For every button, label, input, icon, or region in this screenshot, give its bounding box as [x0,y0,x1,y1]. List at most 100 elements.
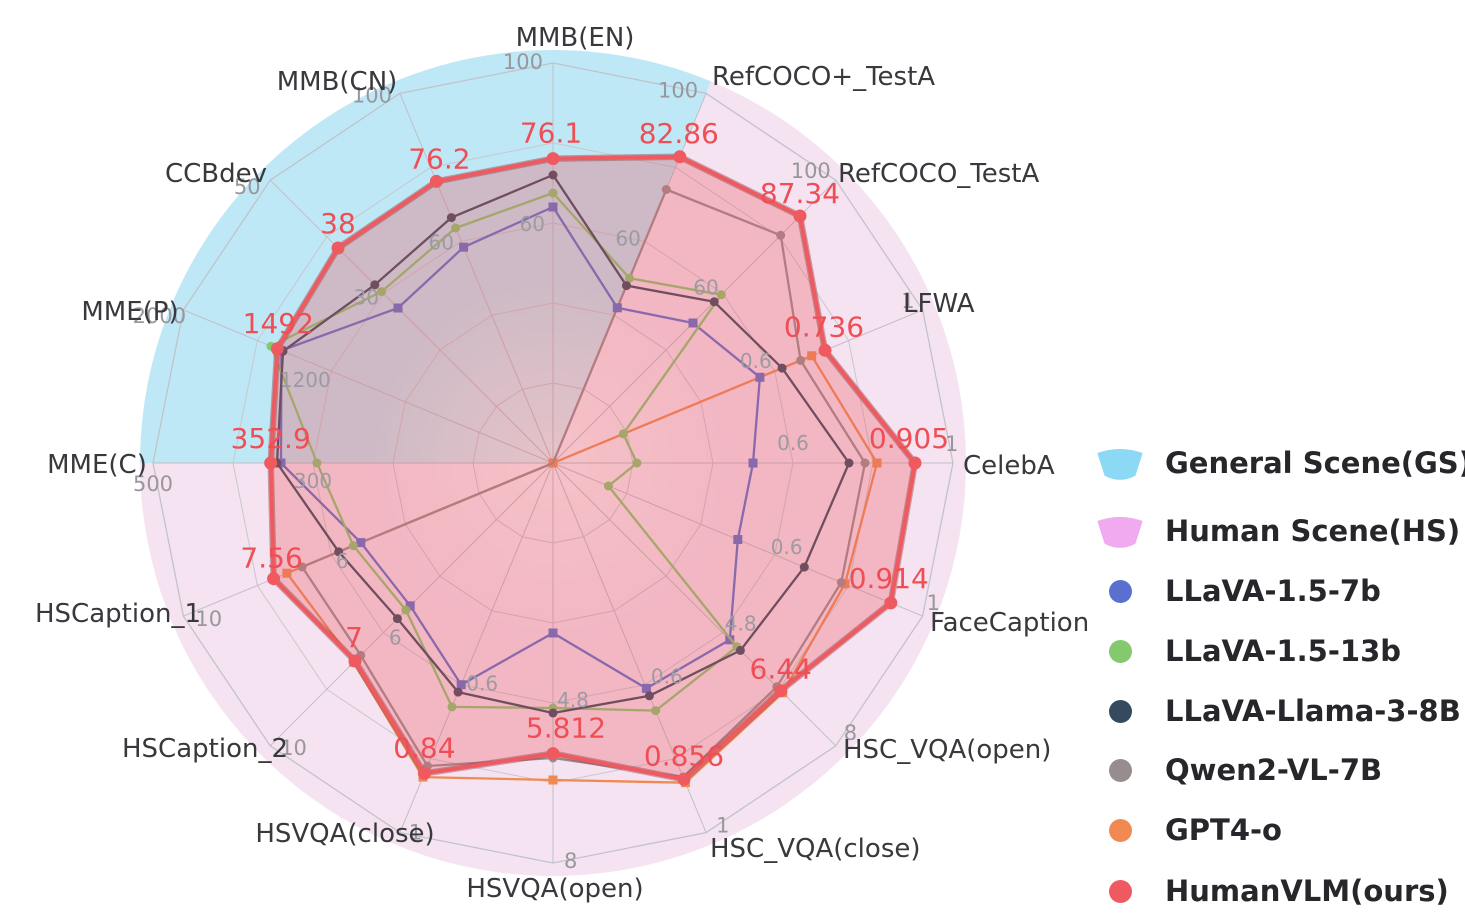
axis-name-RefCOCO+_TestA: RefCOCO+_TestA [712,62,935,92]
data-point [297,562,307,572]
data-point [456,680,466,690]
axis-name-LFWA: LFWA [903,289,975,319]
outer-tick-label: 500 [133,472,173,496]
value-label: 0.856 [644,739,724,772]
inner-tick-label: 300 [294,469,332,493]
data-point [748,458,758,468]
legend-item-human-scene[interactable]: Human Scene(HS) [1088,508,1460,554]
data-point [673,150,687,164]
axis-name-CCBdev: CCBdev [165,159,267,189]
outer-tick-label: 50 [234,175,261,199]
data-point [312,458,322,468]
legend-label: LLaVA-1.5-7b [1165,574,1381,608]
value-label: 5.812 [526,712,606,745]
data-point [661,185,671,194]
data-point [651,706,661,716]
outer-tick-label: 1 [409,821,422,845]
inner-tick-label: 30 [354,285,379,309]
series-HumanVLM(ours) [264,150,922,786]
axis-name-MME(C): MME(C) [47,450,147,480]
data-point [774,684,788,698]
data-point [644,691,654,701]
data-point [603,481,613,491]
data-point [348,541,358,551]
value-label: 87.34 [760,177,840,210]
humanvlm-value-labels: 76.1 82.86 87.34 0.736 0.905 0.914 6.44 0.856 5.… [231,117,949,773]
data-point [447,702,457,712]
legend-item-llava-1-5-13b[interactable]: LLaVA-1.5-13b [1088,628,1401,674]
series-dot-icon [1108,639,1132,663]
data-point [641,683,651,693]
data-point [755,372,765,382]
axis-name-MMB(EN): MMB(EN) [516,23,635,53]
axis-name-RefCOCO_TestA: RefCOCO_TestA [838,159,1039,189]
value-label: 0.736 [784,310,864,343]
legend-label: Qwen2-VL-7B [1165,753,1383,787]
inner-tick-label: 0.6 [740,349,772,373]
data-point [548,708,558,718]
outer-tick-label: 100 [352,83,392,107]
data-point [818,343,832,357]
outer-tick-label: 10 [280,736,307,760]
legend-item-humanvlm-ours[interactable]: HumanVLM(ours) [1088,868,1449,914]
axis-name-HSCaption_2: HSCaption_2 [122,734,288,764]
wedge-swatch-hs [1097,516,1143,548]
value-label: 7.56 [240,542,302,575]
inner-tick-label: 60 [615,226,640,250]
data-point [548,188,558,198]
value-label: 7 [345,621,363,654]
value-label: 352.9 [231,422,311,455]
data-point [405,601,415,611]
inner-tick-label: 6 [389,626,402,650]
axis-name-MMB(CN): MMB(CN) [277,67,398,97]
data-point [793,209,807,223]
data-point [348,654,362,668]
wedge-swatch-gs [1097,448,1143,480]
legend-label: GPT4-o [1165,813,1282,847]
outer-tick-label: 100 [658,78,698,102]
outer-tick-label: 2000 [133,304,186,328]
legend-label: General Scene(GS) [1165,446,1465,480]
data-point [401,605,411,615]
inner-tick-label: 60 [693,275,718,299]
inner-tick-label: 0.6 [771,535,803,559]
legend-item-qwen2-vl-7b[interactable]: Qwen2-VL-7B [1088,747,1382,793]
legend-item-llava-1-5-7b[interactable]: LLaVA-1.5-7b [1088,568,1381,614]
axis-name-CelebA: CelebA [963,451,1055,481]
data-point [548,628,558,638]
general-scene-wedge-icon [1088,441,1152,485]
data-point [844,458,854,468]
outer-tick-label: 10 [195,607,222,631]
value-label: 76.1 [520,117,582,150]
legend-item-llava-llama-3-8b[interactable]: LLaVA-Llama-3-8B [1088,688,1461,734]
value-label: 0.905 [869,422,949,455]
outer-tick-label: 1 [901,289,914,313]
inner-tick-label: 0.6 [651,665,683,689]
data-point [618,429,628,439]
outer-tick-label: 1 [716,814,729,838]
data-point [776,230,786,240]
data-point [688,318,698,328]
data-point [548,170,558,180]
outer-tick-label: 8 [564,849,577,873]
inner-tick-label: 0.6 [466,672,498,696]
series-dot-icon [1108,699,1132,723]
data-point [908,456,922,470]
legend-label: Human Scene(HS) [1165,514,1461,548]
value-label: 0.84 [393,731,455,764]
data-point [446,213,456,223]
data-point [612,303,622,313]
legend-label: HumanVLM(ours) [1165,874,1449,908]
inner-tick-label: 60 [520,212,545,236]
data-point [622,281,631,291]
axis-name-HSCaption_1: HSCaption_1 [35,599,201,629]
value-label: 82.86 [639,117,719,150]
outer-tick-label: 1 [945,432,958,456]
data-point [267,572,281,586]
legend-item-gpt4-o[interactable]: GPT4-o [1088,807,1282,853]
legend-item-general-scene[interactable]: General Scene(GS) [1088,440,1465,486]
inner-tick-label: 4.8 [725,612,757,636]
data-point [417,766,431,780]
